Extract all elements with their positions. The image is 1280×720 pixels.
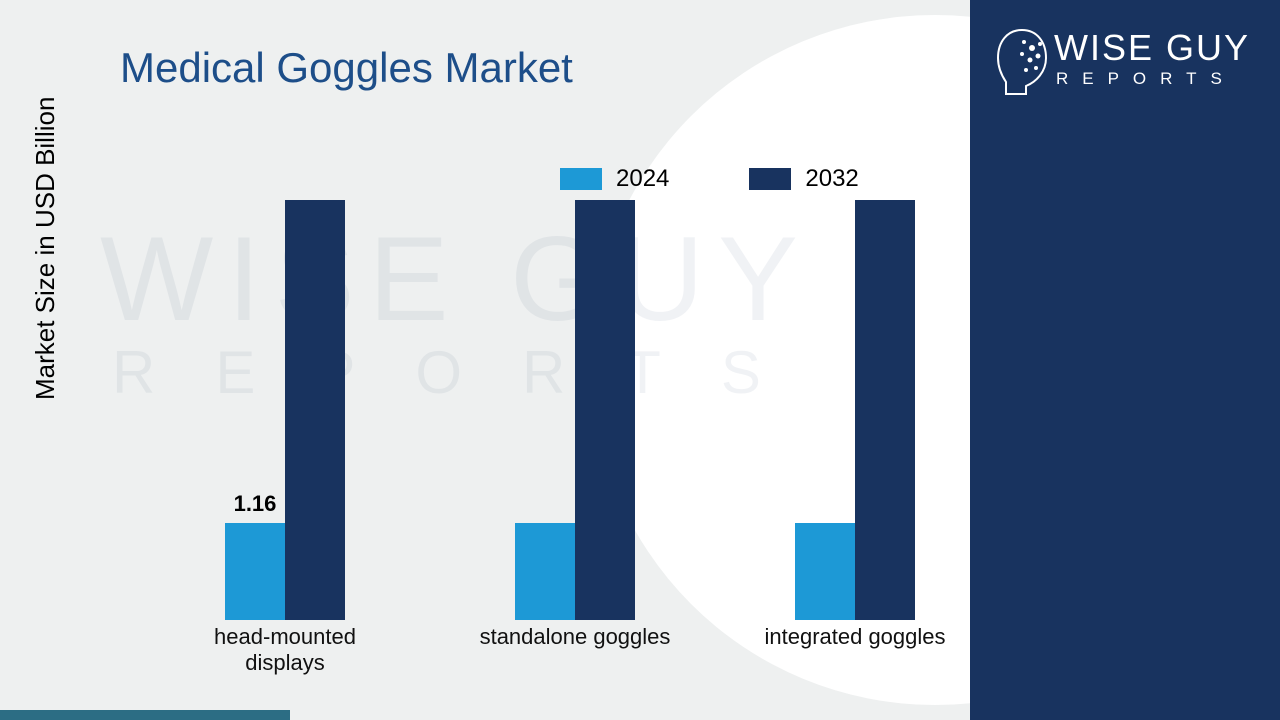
bar bbox=[855, 200, 915, 620]
legend-swatch bbox=[749, 168, 791, 190]
legend-label: 2024 bbox=[616, 165, 669, 193]
x-axis-label: standalone goggles bbox=[465, 620, 685, 650]
bar-group: 1.16head-mounted displays bbox=[200, 200, 370, 620]
chart-title: Medical Goggles Market bbox=[120, 44, 573, 92]
legend-item: 2032 bbox=[749, 165, 858, 193]
brand-line2: REPORTS bbox=[1056, 70, 1250, 87]
legend-label: 2032 bbox=[805, 165, 858, 193]
bar bbox=[515, 523, 575, 620]
legend-item: 2024 bbox=[560, 165, 669, 193]
chart-canvas: WISE GUY REPORTS Medical Goggles Market … bbox=[0, 0, 1280, 720]
bar bbox=[575, 200, 635, 620]
x-axis-label: integrated goggles bbox=[745, 620, 965, 650]
brand-line1: WISE GUY bbox=[1054, 30, 1250, 66]
brand-logo: WISE GUY REPORTS bbox=[1054, 30, 1250, 87]
legend: 2024 2032 bbox=[560, 165, 859, 193]
bar bbox=[285, 200, 345, 620]
bar bbox=[225, 523, 285, 620]
legend-swatch bbox=[560, 168, 602, 190]
bar-group: integrated goggles bbox=[770, 200, 940, 620]
bottom-accent-bar bbox=[0, 710, 290, 720]
right-band bbox=[970, 0, 1280, 720]
y-axis-label: Market Size in USD Billion bbox=[30, 97, 61, 400]
bar bbox=[795, 523, 855, 620]
brand-head-icon bbox=[992, 28, 1052, 98]
x-axis-label: head-mounted displays bbox=[175, 620, 395, 677]
plot-area: 1.16head-mounted displays standalone gogg… bbox=[120, 200, 940, 620]
bar-value-label: 1.16 bbox=[234, 491, 277, 517]
bar-group: standalone goggles bbox=[490, 200, 660, 620]
